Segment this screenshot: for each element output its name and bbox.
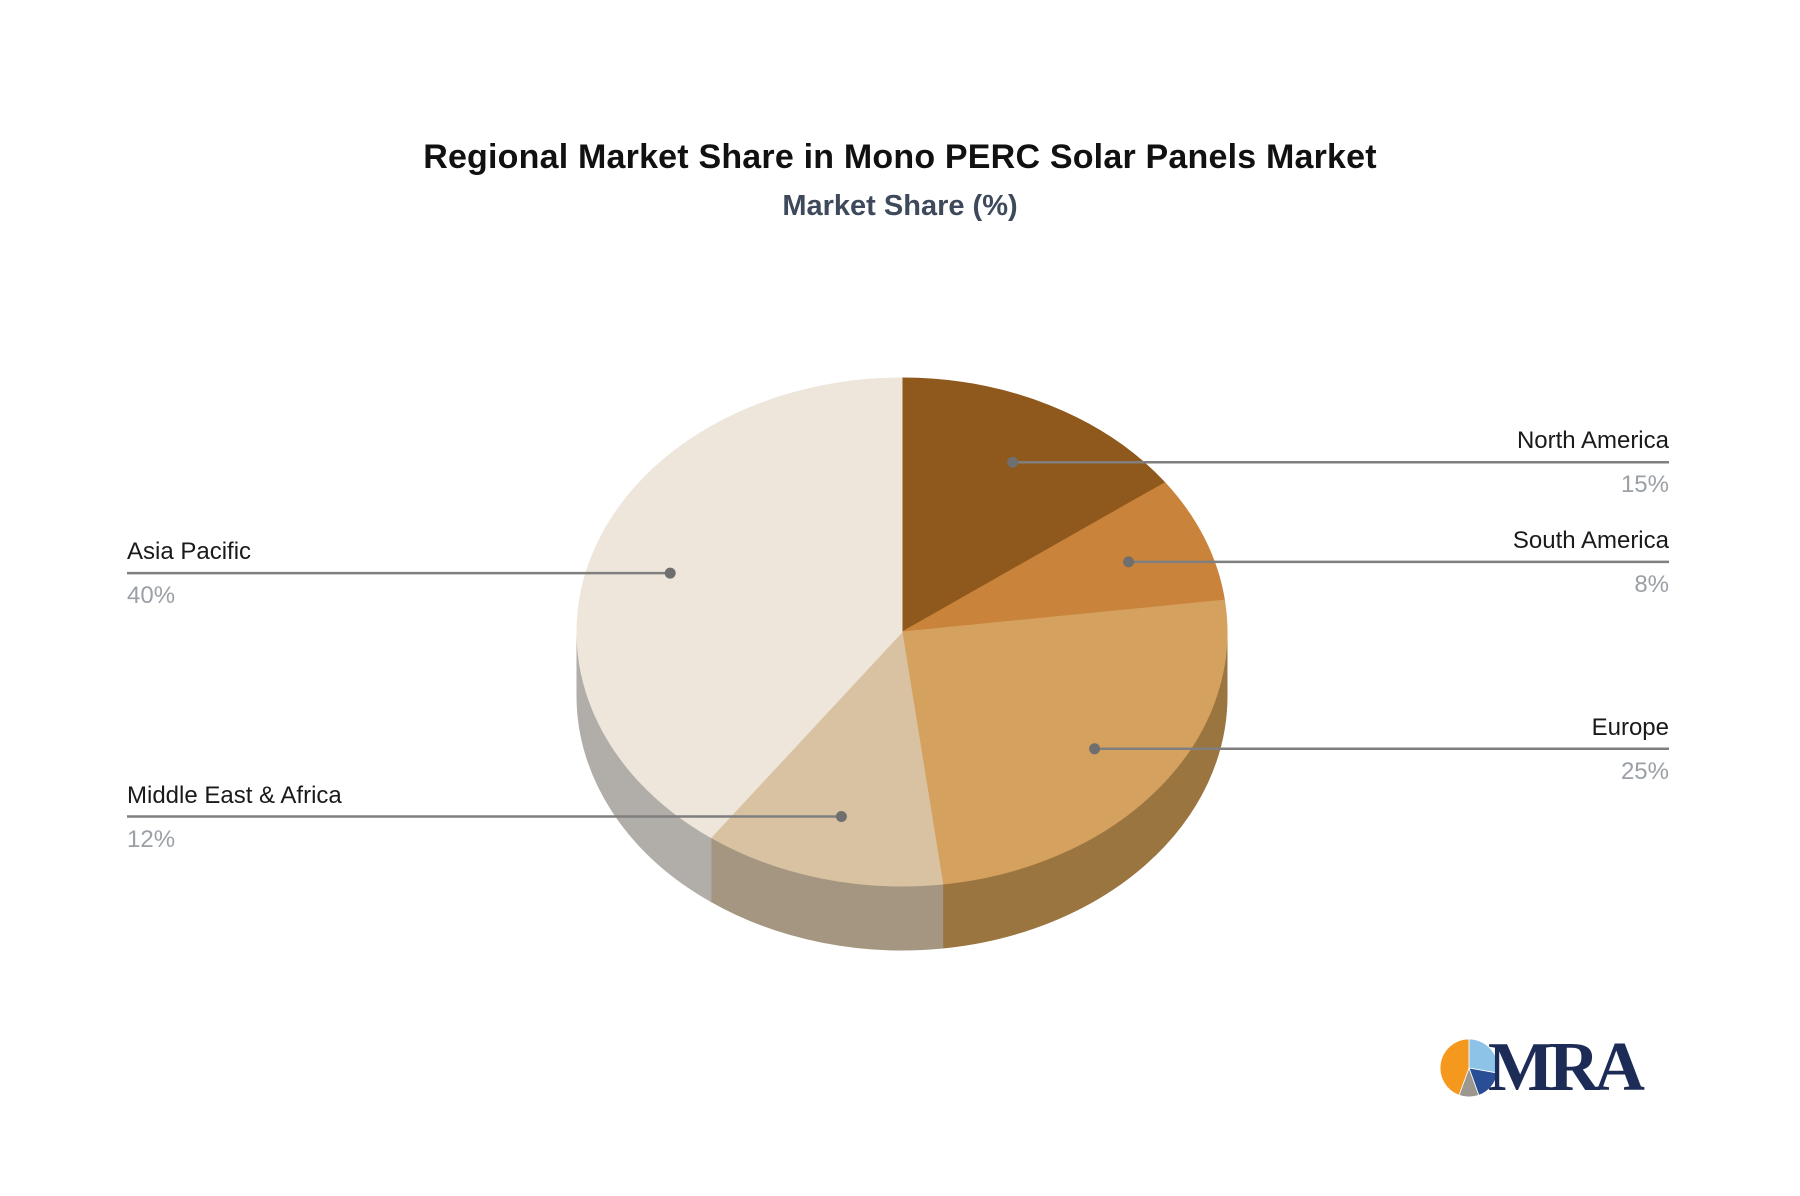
pie-slice-europe bbox=[901, 599, 1228, 885]
logo-pie-slice-orange bbox=[1439, 1038, 1470, 1096]
slice-label-asia-pacific: Asia Pacific bbox=[127, 538, 252, 566]
pie-slice-middle-east-africa bbox=[710, 630, 944, 887]
leader-dot-middle-east-africa bbox=[835, 811, 847, 822]
mra-logo: MRA bbox=[1438, 1029, 1645, 1106]
mra-logo-text: MRA bbox=[1487, 1029, 1645, 1106]
callout-middle-east-africa: Middle East & Africa 12% bbox=[127, 781, 342, 855]
logo-pie-slice-light-blue bbox=[1468, 1038, 1499, 1074]
slice-label-europe: Europe bbox=[1591, 713, 1669, 741]
chart-subtitle: Market Share (%) bbox=[782, 190, 1018, 222]
mra-logo-pie-icon bbox=[1439, 1038, 1499, 1098]
pie-slice-south-america bbox=[901, 482, 1226, 633]
slice-percent-asia-pacific: 40% bbox=[127, 582, 176, 610]
slice-label-middle-east-africa: Middle East & Africa bbox=[127, 781, 342, 809]
callout-north-america: North America 15% bbox=[1517, 426, 1669, 500]
callout-asia-pacific: Asia Pacific 40% bbox=[127, 537, 251, 611]
leader-dot-south-america bbox=[1123, 556, 1135, 568]
slice-percent-north-america: 15% bbox=[1620, 471, 1669, 499]
leader-dot-asia-pacific bbox=[664, 567, 676, 579]
slice-label-south-america: South America bbox=[1512, 526, 1669, 554]
leader-dot-europe bbox=[1089, 743, 1101, 755]
slice-percent-europe: 25% bbox=[1620, 757, 1669, 785]
callout-south-america: South America 8% bbox=[1513, 526, 1669, 600]
slice-percent-south-america: 8% bbox=[1634, 570, 1669, 598]
leader-dot-north-america bbox=[1007, 456, 1019, 468]
chart-title: Regional Market Share in Mono PERC Solar… bbox=[423, 138, 1377, 176]
slice-label-north-america: North America bbox=[1516, 427, 1669, 455]
slice-percent-middle-east-africa: 12% bbox=[127, 825, 176, 853]
callout-europe: Europe 25% bbox=[1592, 713, 1669, 787]
pie-slice-asia-pacific bbox=[576, 377, 903, 839]
